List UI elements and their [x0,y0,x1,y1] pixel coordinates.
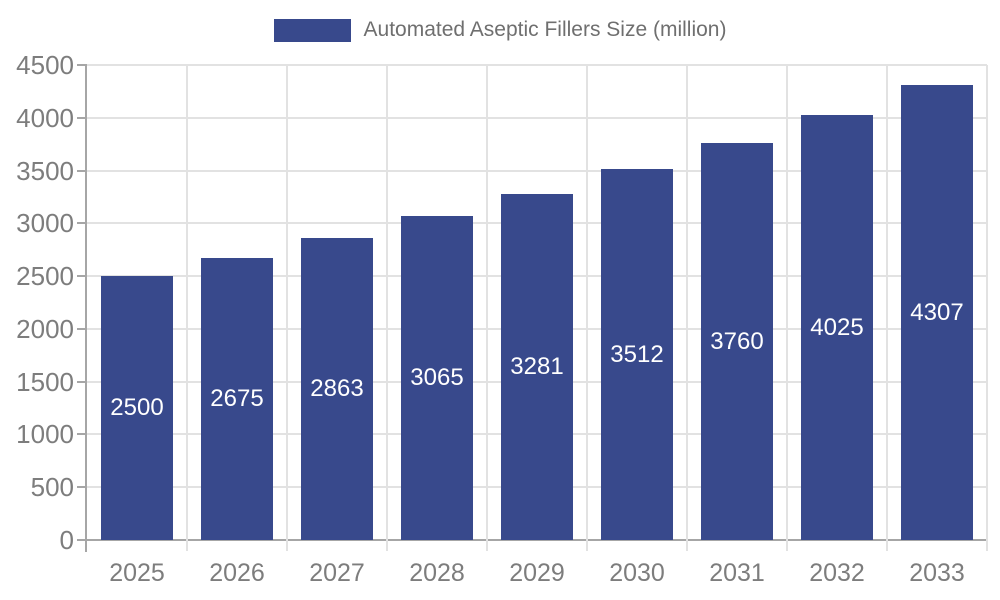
bar-value-label: 4025 [810,313,864,341]
y-axis-tick-label: 2000 [16,313,74,344]
gridline-y-3500 [87,169,987,172]
x-axis-label-2027: 2027 [309,559,365,587]
y-axis-tick [77,116,87,119]
y-axis-tick [77,486,87,489]
bar-2033: 4307 [901,85,973,540]
x-axis-tick [286,540,288,551]
gridline-x-boundary [386,65,388,540]
y-axis-tick-label: 3500 [16,155,74,186]
x-axis-tick [586,540,588,551]
gridline-x-boundary [586,65,588,540]
y-axis-tick-label: 500 [30,472,74,503]
x-axis-tick [986,540,988,551]
gridline-x-boundary [286,65,288,540]
bar-value-label: 3281 [510,352,564,380]
x-axis-tick [886,540,888,551]
bar-value-label: 4307 [910,298,964,326]
y-axis-tick [77,222,87,225]
x-axis-tick [686,540,688,551]
bar-2027: 2863 [301,237,373,540]
legend-color-swatch [273,18,351,42]
y-axis-line [85,65,87,552]
x-axis-label-2030: 2030 [609,559,665,587]
y-axis-tick [77,64,87,66]
gridline-x-boundary [186,65,188,540]
x-axis-label-2026: 2026 [209,559,265,587]
bar-2032: 4025 [801,115,873,540]
bar-2025: 2500 [101,276,173,540]
y-axis-tick [77,327,87,330]
bar-2028: 3065 [401,216,473,540]
x-axis-tick [186,540,188,551]
gridline-y-0 [87,539,987,541]
x-axis-tick [786,540,788,551]
gridline-x-boundary [986,65,988,540]
x-axis-tick [386,540,388,551]
y-axis-tick [77,275,87,278]
bar-value-label: 3065 [410,364,464,392]
bar-2031: 3760 [701,143,773,540]
bar-value-label: 3760 [710,327,764,355]
y-axis-tick-label: 4500 [16,50,74,80]
y-axis-tick [77,169,87,172]
y-axis-tick-label: 4000 [16,102,74,133]
y-axis-tick-label: 1000 [16,419,74,450]
bar-2026: 2675 [201,257,273,540]
y-axis-tick-label: 0 [59,525,74,555]
bar-value-label: 2500 [110,394,164,422]
bar-2029: 3281 [501,193,573,540]
bar-value-label: 2675 [210,384,264,412]
bar-value-label: 2863 [310,374,364,402]
x-axis-label-2031: 2031 [709,559,765,587]
gridline-x-boundary [686,65,688,540]
x-axis-tick [486,540,488,551]
x-axis-label-2029: 2029 [509,559,565,587]
y-axis-tick-label: 1500 [16,366,74,397]
gridline-y-4500 [87,64,987,66]
gridline-x-boundary [886,65,888,540]
chart-legend: Automated Aseptic Fillers Size (million) [0,18,1000,42]
x-axis-label-2025: 2025 [109,559,165,587]
gridline-x-boundary [786,65,788,540]
y-axis-tick [77,539,87,541]
y-axis-tick [77,433,87,436]
gridline-y-4000 [87,116,987,119]
y-axis-tick [77,380,87,383]
bar-value-label: 3512 [610,340,664,368]
legend-series-label: Automated Aseptic Fillers Size (million) [363,18,727,41]
x-axis-label-2032: 2032 [809,559,865,587]
x-axis-label-2028: 2028 [409,559,465,587]
y-axis-tick-label: 2500 [16,261,74,292]
x-axis-label-2033: 2033 [909,559,965,587]
y-axis-tick-label: 3000 [16,208,74,239]
bar-2030: 3512 [601,169,673,540]
gridline-x-boundary [486,65,488,540]
